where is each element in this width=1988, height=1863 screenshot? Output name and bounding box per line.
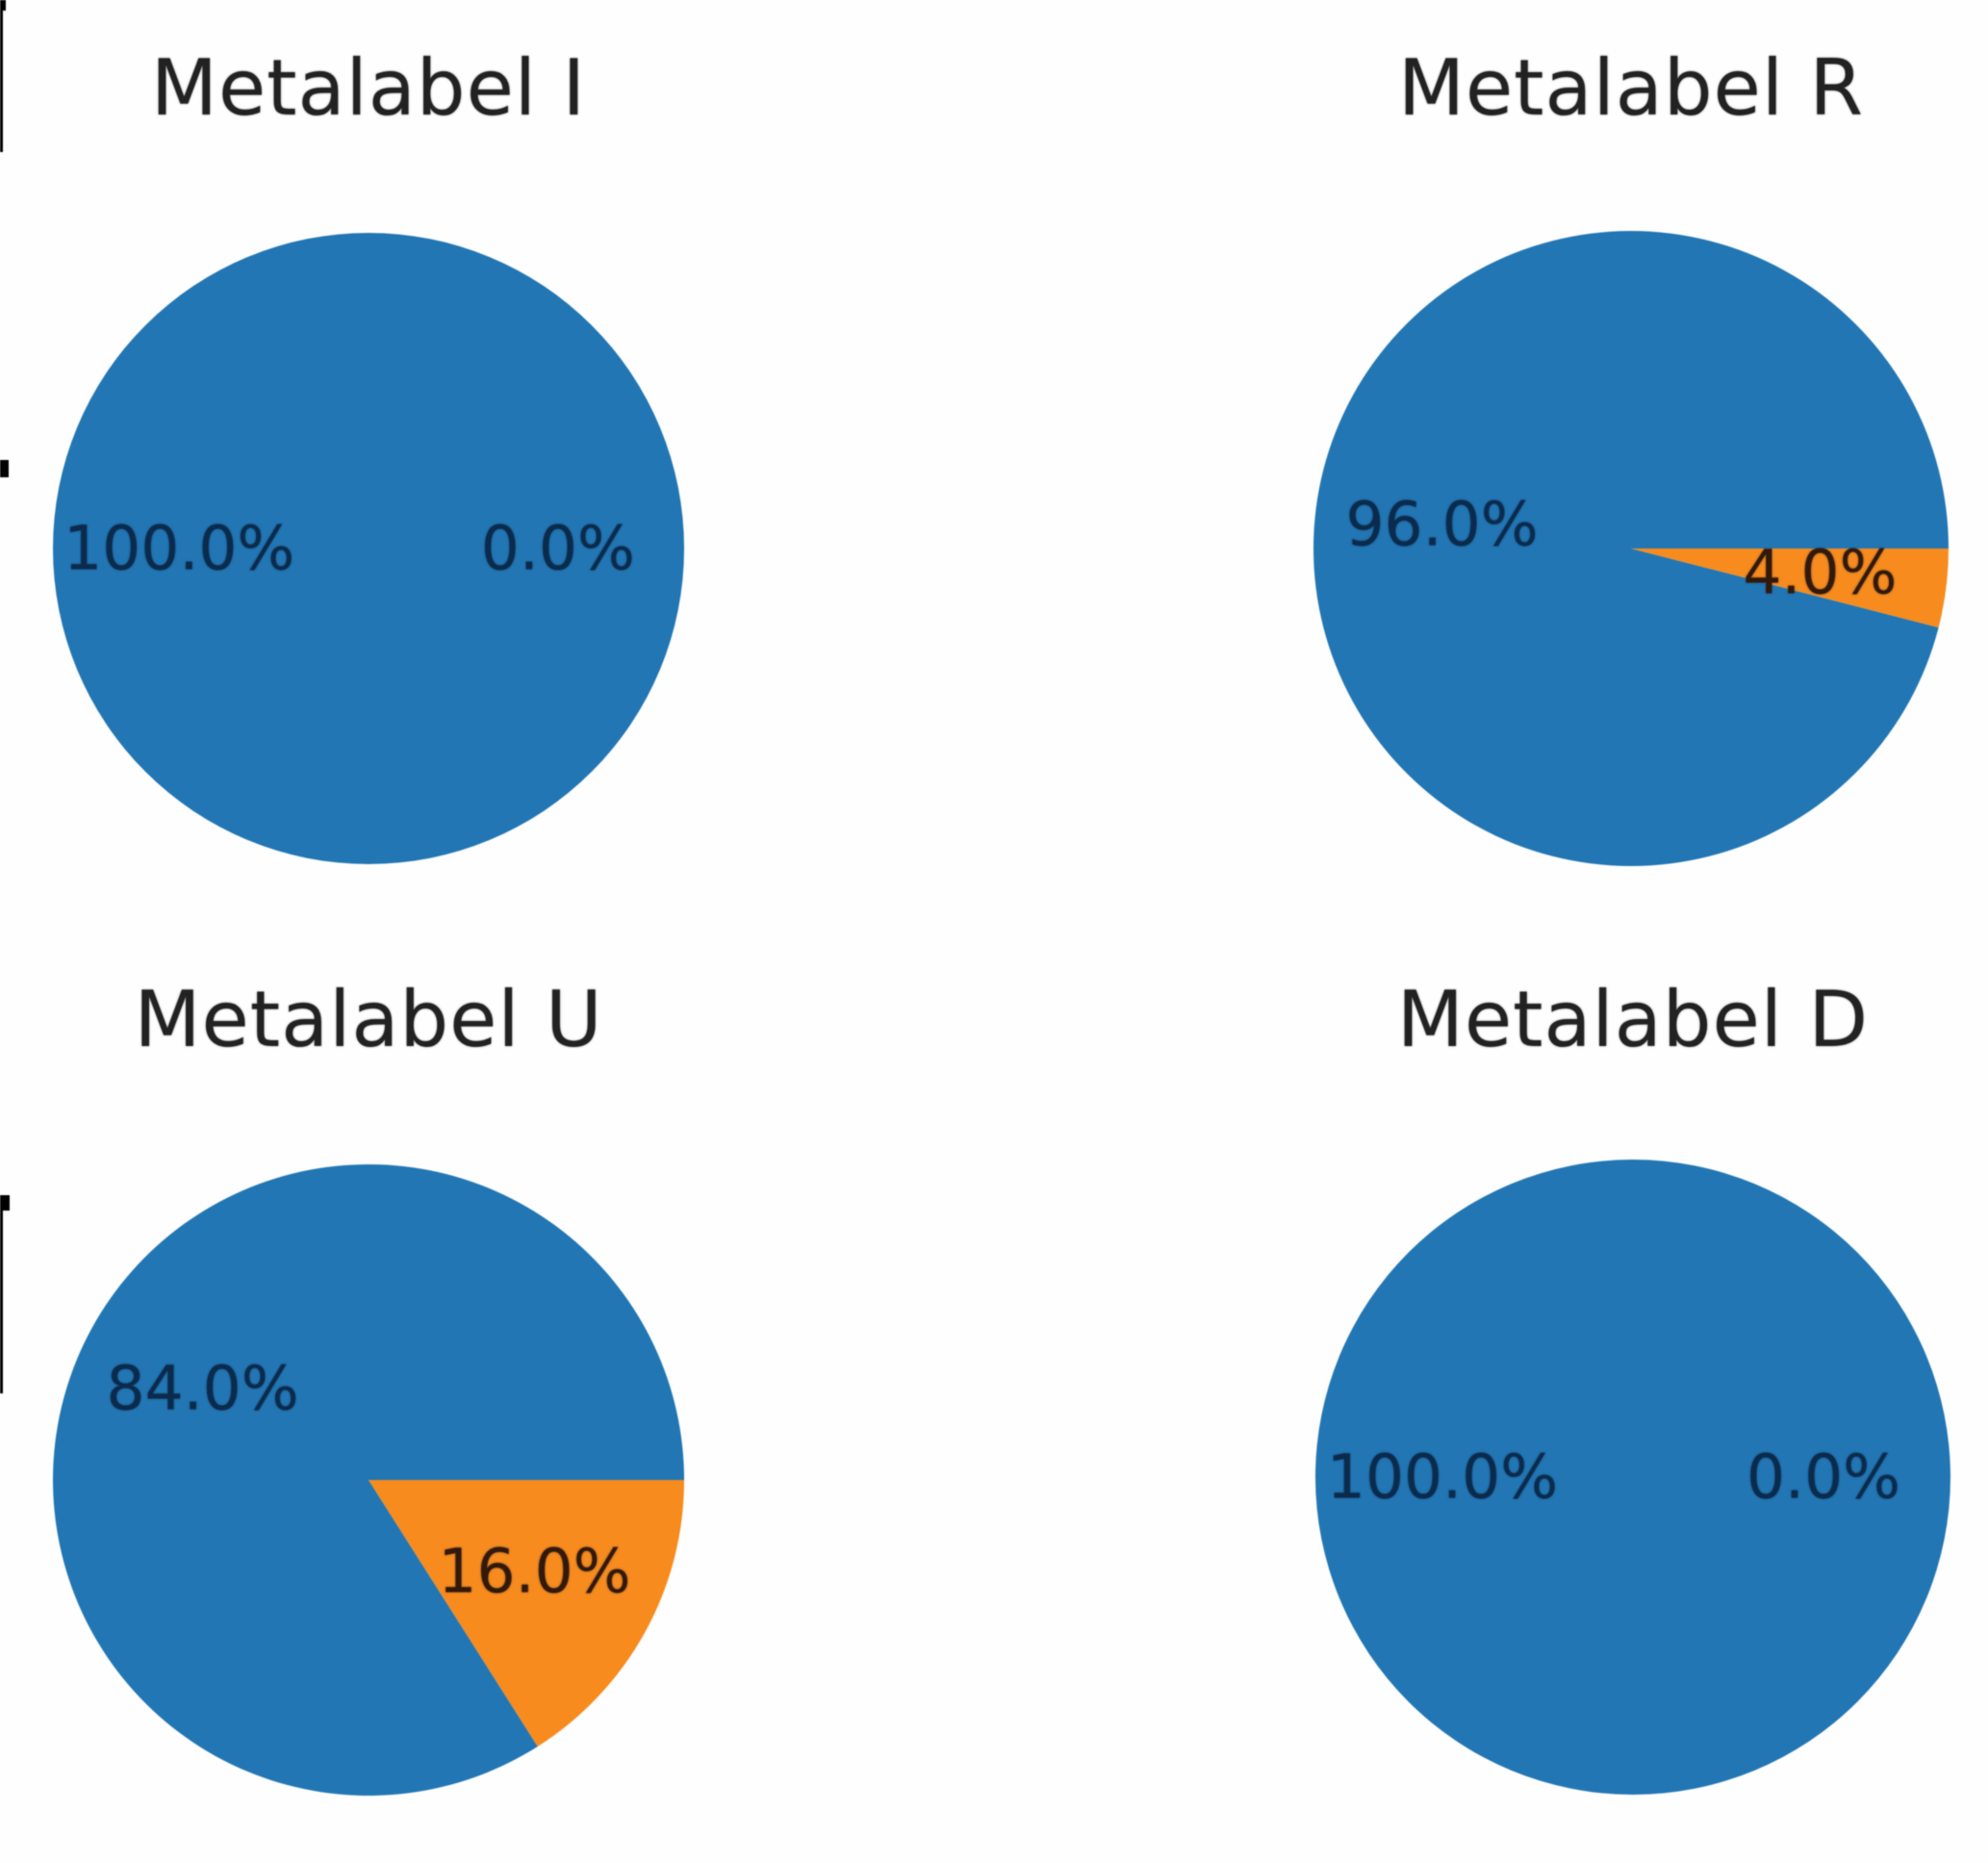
scan-artifact-tick bbox=[0, 1195, 10, 1211]
chart-title-metalabel-r: Metalabel R bbox=[1397, 43, 1865, 133]
pie-slice bbox=[1313, 230, 1949, 866]
pie-slice bbox=[1315, 1160, 1950, 1795]
scan-artifact-nub bbox=[0, 0, 6, 11]
pie-percentage-label: 16.0% bbox=[438, 1536, 631, 1607]
pie-slice bbox=[1631, 549, 1949, 628]
pie-slice bbox=[53, 233, 684, 864]
chart-title-metalabel-d: Metalabel D bbox=[1396, 975, 1870, 1064]
scan-artifact-tick bbox=[0, 460, 9, 477]
pie-percentage-label: 84.0% bbox=[106, 1353, 299, 1424]
scan-artifact-line bbox=[0, 0, 3, 152]
pie-percentage-label: 96.0% bbox=[1345, 489, 1539, 560]
pie-percentage-label: 4.0% bbox=[1743, 537, 1898, 608]
pie-slice bbox=[369, 1480, 684, 1747]
pie-percentage-label: 0.0% bbox=[1746, 1442, 1901, 1513]
pie-percentage-label: 100.0% bbox=[1326, 1442, 1559, 1513]
pie-percentage-label: 0.0% bbox=[480, 513, 635, 584]
chart-title-metalabel-i: Metalabel I bbox=[150, 43, 587, 133]
chart-title-metalabel-u: Metalabel U bbox=[134, 975, 603, 1064]
pie-percentage-label: 100.0% bbox=[64, 513, 295, 584]
scan-artifact-line bbox=[0, 1195, 3, 1393]
